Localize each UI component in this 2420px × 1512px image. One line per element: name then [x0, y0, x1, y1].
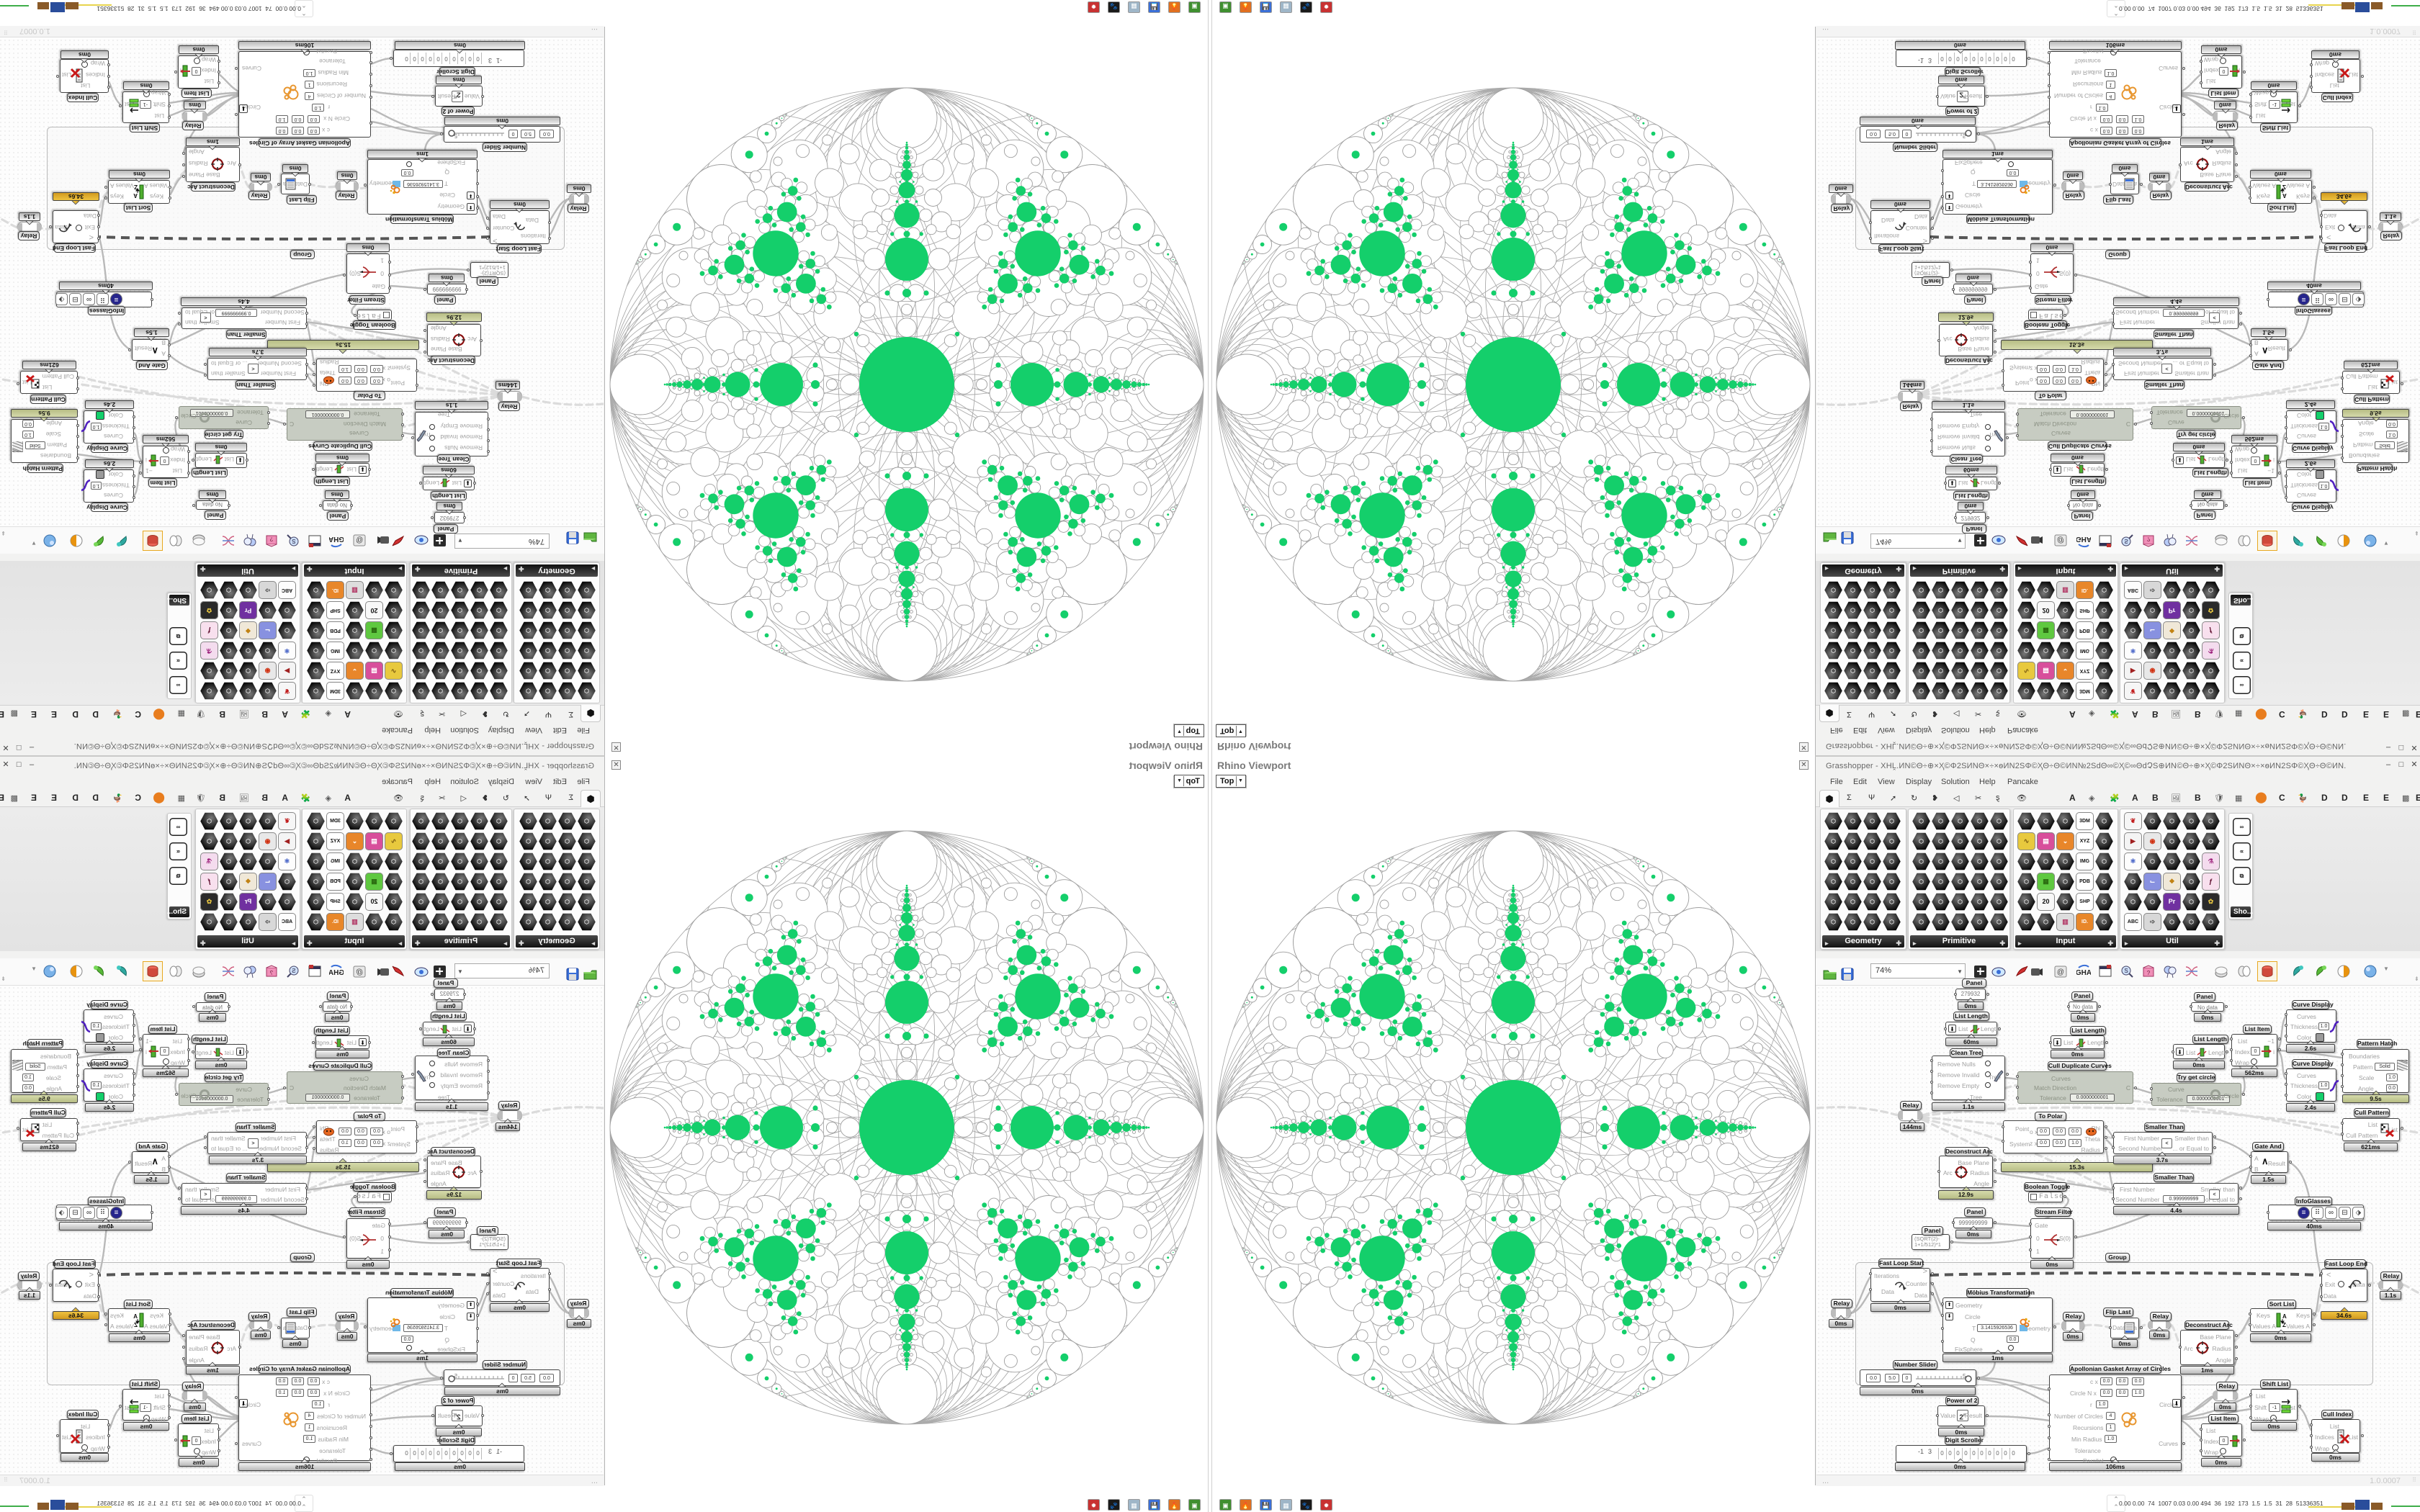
svg-text:GHA: GHA	[2076, 535, 2091, 543]
svg-text:?: ?	[2147, 536, 2151, 542]
svg-text:Z: Z	[134, 184, 138, 190]
svg-text:A: A	[133, 1313, 138, 1320]
svg-text:@: @	[2057, 968, 2064, 976]
svg-text:GHA: GHA	[329, 535, 344, 543]
svg-text:A: A	[133, 192, 138, 199]
svg-text:?: ?	[269, 970, 273, 976]
svg-text:Z: Z	[2282, 184, 2286, 190]
svg-text:5: 5	[454, 1373, 457, 1380]
svg-text:Z: Z	[134, 1322, 138, 1328]
svg-text:?: ?	[2147, 970, 2151, 976]
svg-text:A: A	[2282, 1313, 2287, 1320]
svg-text:5: 5	[1963, 1373, 1966, 1380]
svg-text:@: @	[356, 536, 363, 544]
svg-text:GHA: GHA	[2076, 969, 2091, 977]
svg-text:?: ?	[269, 536, 273, 542]
svg-text:S: S	[2124, 538, 2128, 544]
svg-text:@: @	[356, 968, 363, 976]
svg-text:5: 5	[454, 132, 457, 139]
svg-text:GHA: GHA	[329, 969, 344, 977]
svg-text:S: S	[2124, 968, 2128, 974]
svg-text:S: S	[292, 968, 295, 974]
svg-text:S: S	[292, 538, 295, 544]
svg-text:A: A	[2282, 192, 2287, 199]
svg-text:5: 5	[1963, 132, 1966, 139]
svg-text:@: @	[2057, 536, 2064, 544]
svg-text:Z: Z	[2282, 1322, 2286, 1328]
